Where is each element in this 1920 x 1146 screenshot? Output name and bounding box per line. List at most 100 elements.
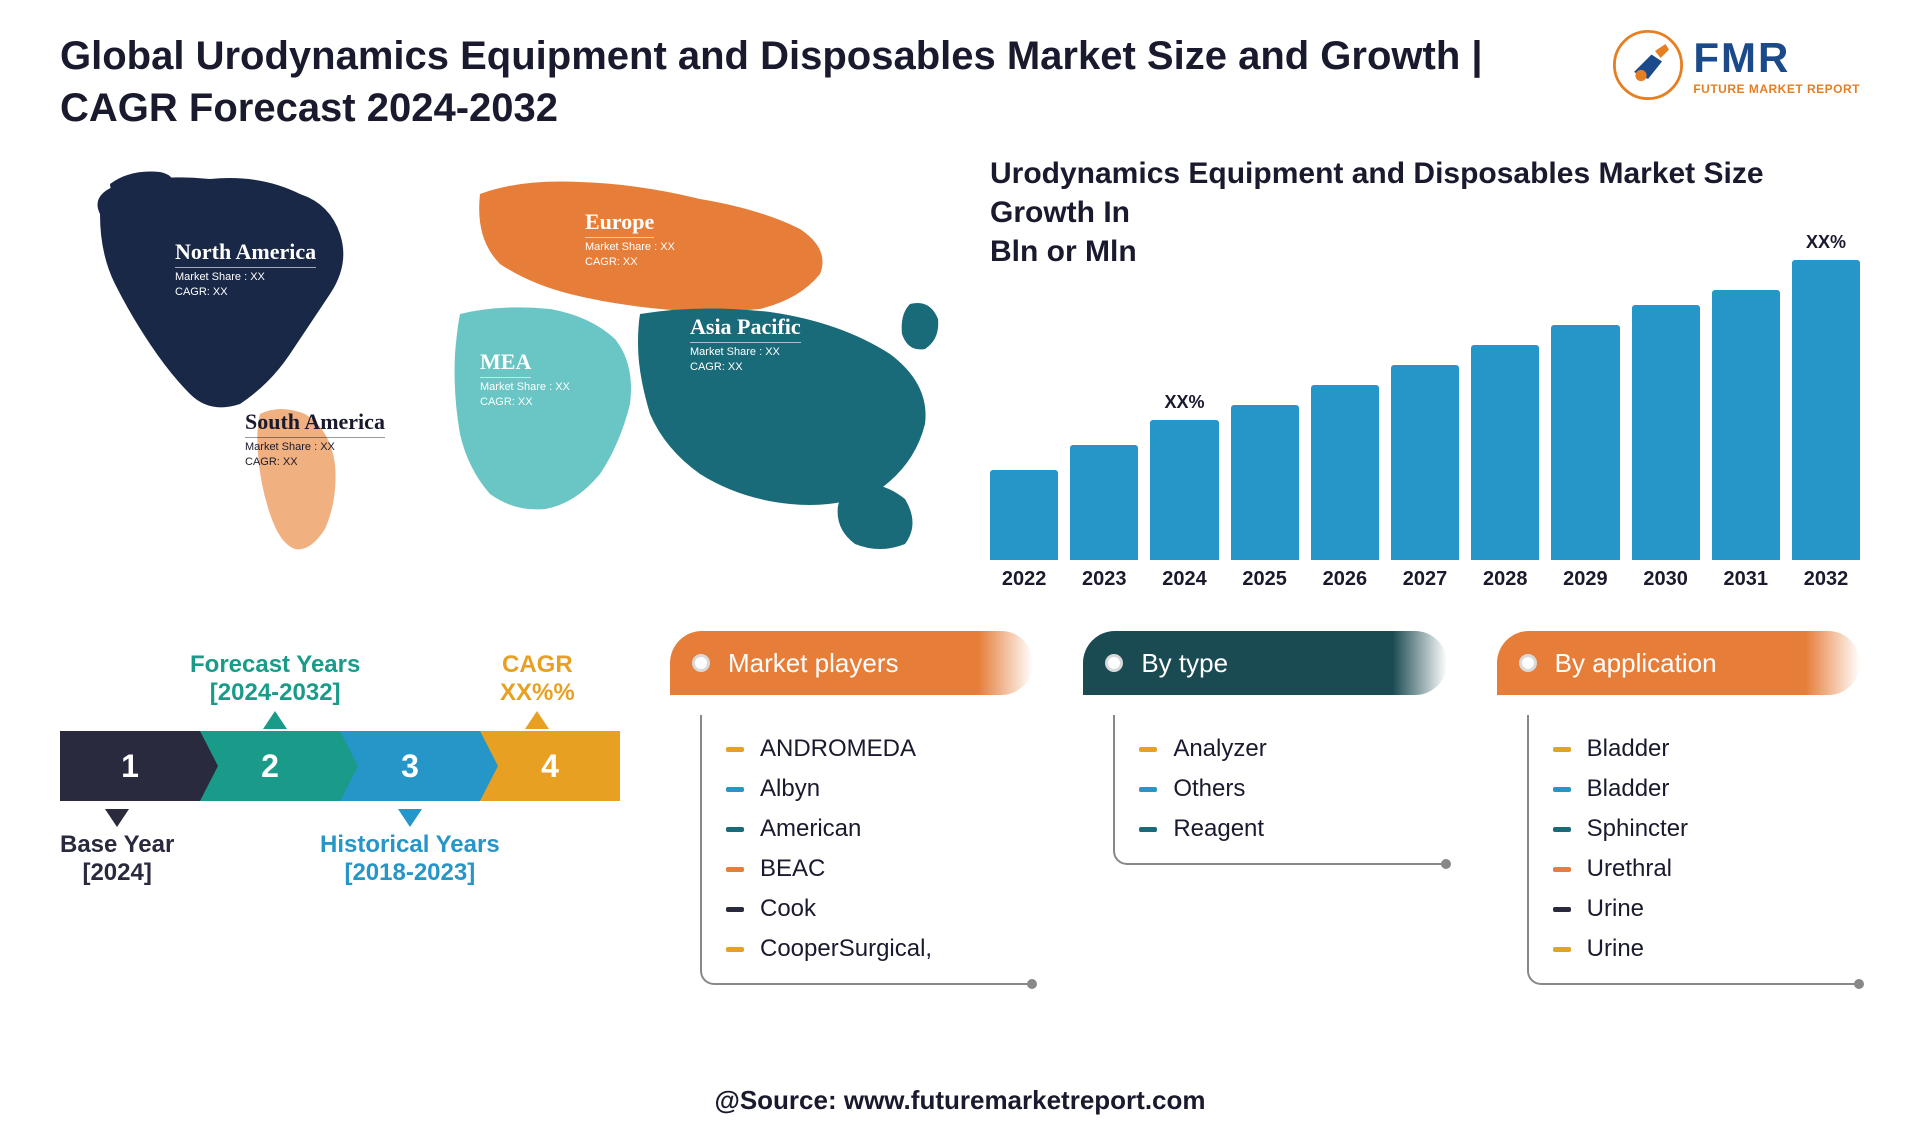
item-text: Bladder bbox=[1587, 735, 1670, 763]
bullet-icon bbox=[726, 747, 744, 752]
bullet-icon bbox=[726, 947, 744, 952]
bar-col: 2026 bbox=[1311, 385, 1379, 591]
bullet-icon bbox=[1553, 907, 1571, 912]
timeline-segment: 1 bbox=[60, 731, 200, 801]
header: Global Urodynamics Equipment and Disposa… bbox=[60, 30, 1860, 134]
bar-year: 2025 bbox=[1242, 568, 1287, 591]
forecast-label: Forecast Years [2024-2032] bbox=[190, 651, 360, 729]
bar-col: 2030 bbox=[1632, 305, 1700, 591]
bullet-icon bbox=[1553, 947, 1571, 952]
market-players-header: Market players bbox=[670, 631, 1033, 695]
bullet-icon bbox=[1553, 747, 1571, 752]
bar bbox=[1391, 365, 1459, 560]
source-text: @Source: www.futuremarketreport.com bbox=[714, 1085, 1205, 1116]
list-item: ANDROMEDA bbox=[726, 729, 1033, 769]
list-item: Analyzer bbox=[1139, 729, 1446, 769]
bar-col: XX%2032 bbox=[1792, 260, 1860, 591]
region-europe: Europe Market Share : XX CAGR: XX bbox=[585, 209, 675, 271]
bar-year: 2032 bbox=[1804, 568, 1849, 591]
list-item: CooperSurgical, bbox=[726, 929, 1033, 969]
list-item: Others bbox=[1139, 769, 1446, 809]
bar-chart: Urodynamics Equipment and Disposables Ma… bbox=[990, 154, 1860, 591]
bullet-icon bbox=[726, 907, 744, 912]
bullet-icon bbox=[1553, 827, 1571, 832]
list-item: Bladder bbox=[1553, 769, 1860, 809]
item-text: Urine bbox=[1587, 895, 1644, 923]
list-item: American bbox=[726, 809, 1033, 849]
bar bbox=[1471, 345, 1539, 560]
bar-col: 2029 bbox=[1551, 325, 1619, 591]
by-type-list: Analyzer Others Reagent bbox=[1139, 729, 1446, 849]
item-text: American bbox=[760, 815, 861, 843]
list-item: Urethral bbox=[1553, 849, 1860, 889]
list-item: BEAC bbox=[726, 849, 1033, 889]
bar-year: 2031 bbox=[1724, 568, 1769, 591]
region-asia-pacific: Asia Pacific Market Share : XX CAGR: XX bbox=[690, 314, 801, 376]
by-type-header: By type bbox=[1083, 631, 1446, 695]
world-map: North America Market Share : XX CAGR: XX… bbox=[60, 154, 960, 554]
bar bbox=[1792, 260, 1860, 560]
bullet-icon bbox=[1139, 827, 1157, 832]
bar-col: 2025 bbox=[1231, 405, 1299, 591]
list-item: Albyn bbox=[726, 769, 1033, 809]
bar-col: 2022 bbox=[990, 470, 1058, 591]
base-year-label: Base Year [2024] bbox=[60, 809, 174, 887]
list-item: Urine bbox=[1553, 929, 1860, 969]
bar bbox=[1632, 305, 1700, 560]
region-south-america: South America Market Share : XX CAGR: XX bbox=[245, 409, 385, 471]
telescope-icon bbox=[1613, 30, 1683, 100]
item-text: Reagent bbox=[1173, 815, 1264, 843]
bullet-icon bbox=[1139, 747, 1157, 752]
bar bbox=[1311, 385, 1379, 560]
item-text: Urethral bbox=[1587, 855, 1672, 883]
item-text: Urine bbox=[1587, 935, 1644, 963]
bars-row: 20222023XX%20242025202620272028202920302… bbox=[990, 291, 1860, 591]
bar-year: 2027 bbox=[1403, 568, 1448, 591]
item-text: Others bbox=[1173, 775, 1245, 803]
region-north-america: North America Market Share : XX CAGR: XX bbox=[175, 239, 316, 301]
page-title: Global Urodynamics Equipment and Disposa… bbox=[60, 30, 1510, 134]
item-text: BEAC bbox=[760, 855, 825, 883]
bullet-icon bbox=[726, 787, 744, 792]
list-item: Reagent bbox=[1139, 809, 1446, 849]
bar-year: 2029 bbox=[1563, 568, 1608, 591]
logo-main: FMR bbox=[1693, 34, 1860, 82]
region-mea: MEA Market Share : XX CAGR: XX bbox=[480, 349, 570, 411]
item-text: Analyzer bbox=[1173, 735, 1266, 763]
item-text: ANDROMEDA bbox=[760, 735, 916, 763]
logo: FMR FUTURE MARKET REPORT bbox=[1613, 30, 1860, 100]
bar bbox=[1551, 325, 1619, 560]
historical-label: Historical Years [2018-2023] bbox=[320, 809, 500, 887]
bar-year: 2024 bbox=[1162, 568, 1207, 591]
item-text: CooperSurgical, bbox=[760, 935, 932, 963]
by-type-col: By type Analyzer Others Reagent bbox=[1083, 631, 1446, 865]
chart-title: Urodynamics Equipment and Disposables Ma… bbox=[990, 154, 1860, 271]
by-application-list: BladderBladderSphincterUrethralUrineUrin… bbox=[1553, 729, 1860, 969]
market-players-list: ANDROMEDA Albyn American BEAC Cook CooperSurg… bbox=[726, 729, 1033, 969]
bar-col: 2027 bbox=[1391, 365, 1459, 591]
bar bbox=[1150, 420, 1218, 560]
bullet-icon bbox=[1553, 867, 1571, 872]
bar-year: 2028 bbox=[1483, 568, 1528, 591]
by-application-col: By application BladderBladderSphincterUr… bbox=[1497, 631, 1860, 985]
market-players-col: Market players ANDROMEDA Albyn American BEA… bbox=[670, 631, 1033, 985]
bullet-icon bbox=[726, 827, 744, 832]
bar-year: 2022 bbox=[1002, 568, 1047, 591]
by-application-header: By application bbox=[1497, 631, 1860, 695]
item-text: Albyn bbox=[760, 775, 820, 803]
bar-year: 2026 bbox=[1323, 568, 1368, 591]
bar-year: 2030 bbox=[1643, 568, 1688, 591]
bullet-icon bbox=[726, 867, 744, 872]
item-text: Bladder bbox=[1587, 775, 1670, 803]
bullet-icon bbox=[1553, 787, 1571, 792]
logo-sub: FUTURE MARKET REPORT bbox=[1693, 82, 1860, 96]
list-item: Cook bbox=[726, 889, 1033, 929]
list-item: Bladder bbox=[1553, 729, 1860, 769]
bar-col: 2031 bbox=[1712, 290, 1780, 591]
cagr-label: CAGR XX%% bbox=[500, 651, 575, 729]
timeline-segment: 2 bbox=[200, 731, 340, 801]
bar bbox=[1712, 290, 1780, 560]
timeline: Forecast Years [2024-2032] CAGR XX%% 123… bbox=[60, 631, 620, 909]
bullet-icon bbox=[1139, 787, 1157, 792]
timeline-segment: 4 bbox=[480, 731, 620, 801]
